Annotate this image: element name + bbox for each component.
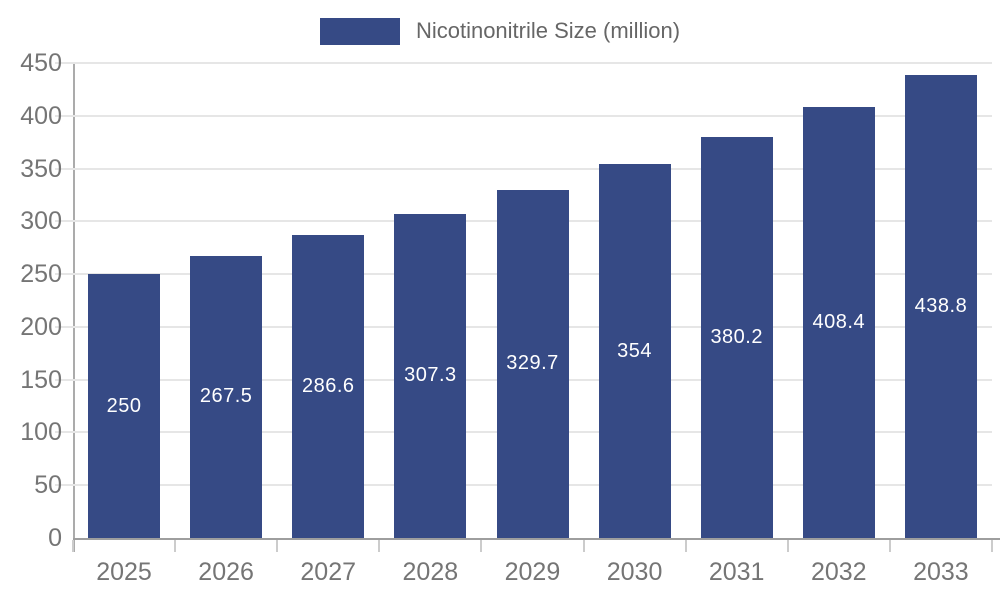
bar: 354 xyxy=(598,164,671,538)
y-tick-label: 250 xyxy=(20,260,62,289)
bar-value-label: 438.8 xyxy=(914,294,968,317)
x-axis-tick xyxy=(276,540,279,552)
gridline xyxy=(55,114,992,117)
gridline xyxy=(55,167,992,170)
plot-area: 250 267.5 286.6 307.3 329.7 354 380.2 408.4 438.… xyxy=(55,62,992,538)
x-axis-tick xyxy=(991,540,993,552)
bar: 380.2 xyxy=(700,136,773,538)
y-tick-label: 300 xyxy=(20,207,62,236)
x-tick-label: 2026 xyxy=(198,558,254,586)
x-tick-label: 2032 xyxy=(810,558,867,586)
bar: 286.6 xyxy=(292,235,365,538)
x-axis-tick xyxy=(786,540,789,552)
bar-value-label: 286.6 xyxy=(301,375,355,398)
bar: 408.4 xyxy=(802,106,875,538)
x-axis-tick xyxy=(480,540,483,552)
bar-value-label: 307.3 xyxy=(404,364,457,387)
y-tick-label: 450 xyxy=(20,49,62,77)
legend-label: Nicotinonitrile Size (million) xyxy=(415,18,681,43)
y-axis-line xyxy=(73,63,75,552)
y-tick-label: 0 xyxy=(48,524,62,552)
legend[interactable]: Nicotinonitrile Size (million) xyxy=(0,14,1000,48)
y-tick-label: 50 xyxy=(34,471,62,500)
x-tick-label: 2025 xyxy=(96,558,152,586)
bar: 438.8 xyxy=(904,74,977,538)
bar-value-label: 329.7 xyxy=(506,352,559,375)
y-tick-label: 200 xyxy=(20,312,62,341)
x-tick-label: 2028 xyxy=(402,558,459,586)
gridline xyxy=(55,62,992,64)
x-tick-label: 2029 xyxy=(504,558,561,586)
bar-value-label: 354 xyxy=(617,339,653,362)
y-tick-label: 100 xyxy=(20,418,62,447)
x-tick-label: 2030 xyxy=(606,558,663,586)
x-axis-tick xyxy=(72,540,74,552)
x-axis-tick xyxy=(378,540,381,552)
x-tick-label: 2033 xyxy=(913,558,969,586)
x-tick-label: 2031 xyxy=(708,558,765,586)
y-tick-label: 150 xyxy=(20,365,62,394)
x-tick-label: 2027 xyxy=(300,558,357,586)
bar-value-label: 380.2 xyxy=(710,325,763,348)
x-axis-tick xyxy=(888,540,891,552)
x-axis-tick xyxy=(684,540,687,552)
bar: 267.5 xyxy=(190,255,263,538)
bar: 307.3 xyxy=(394,213,467,538)
y-tick-label: 400 xyxy=(20,101,62,130)
bar: 329.7 xyxy=(496,189,569,538)
bar: 250 xyxy=(88,274,161,538)
x-axis-tick xyxy=(582,540,585,552)
x-axis-tick xyxy=(174,540,177,552)
y-tick-label: 350 xyxy=(20,154,62,183)
bar-value-label: 408.4 xyxy=(812,310,866,333)
x-axis-line xyxy=(73,538,1000,540)
bar-value-label: 267.5 xyxy=(199,385,253,408)
legend-swatch xyxy=(319,17,400,45)
bar-value-label: 250 xyxy=(106,394,142,417)
